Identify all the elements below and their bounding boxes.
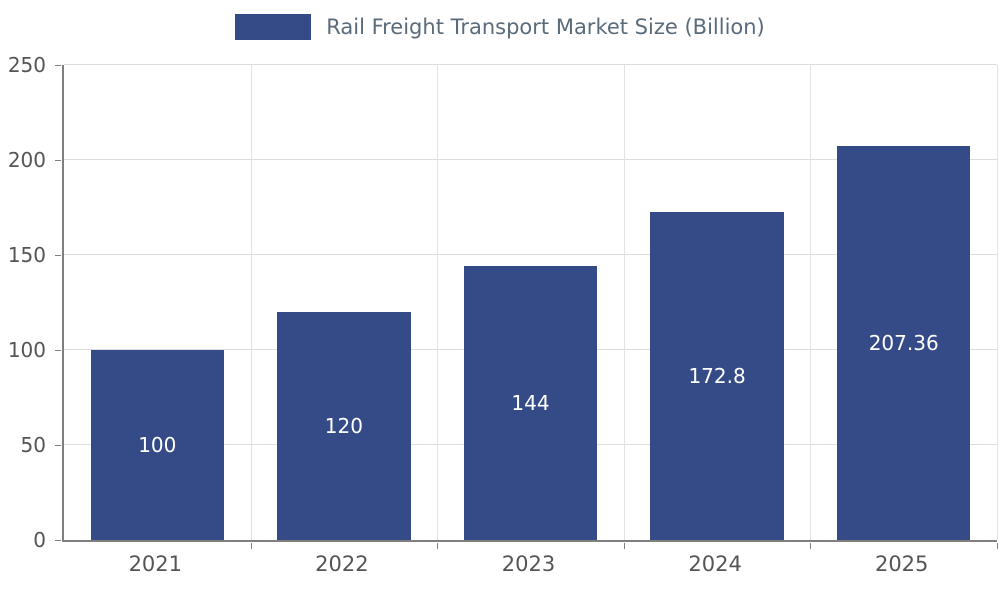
y-axis-tick-mark	[55, 160, 61, 161]
gridline-vertical	[437, 65, 439, 540]
bar-value-label: 172.8	[688, 363, 746, 388]
x-axis-tick-labels: 2021 2022 2023 2024 2025	[62, 552, 995, 586]
bar-2021: 100	[90, 350, 224, 540]
gridline-vertical	[250, 65, 252, 540]
plot-area: 100 120 144 172.8 207.36	[55, 64, 998, 549]
gridline-horizontal	[64, 159, 997, 160]
y-axis-tick-label: 50	[20, 433, 46, 457]
legend-swatch	[235, 14, 312, 40]
x-axis-tick-mark	[810, 543, 812, 549]
bar-2023: 144	[463, 266, 598, 540]
y-axis-tick-mark	[55, 445, 61, 446]
x-axis-tick-mark	[997, 543, 998, 549]
bar-2025: 207.36	[836, 146, 971, 540]
y-axis-tick-mark	[55, 540, 61, 541]
gridline-vertical	[810, 65, 812, 540]
gridline-vertical	[623, 65, 625, 540]
bar-value-label: 100	[138, 433, 177, 457]
x-axis-tick-mark	[250, 543, 252, 549]
y-axis-tick-label: 100	[7, 338, 46, 362]
y-axis-tick-label: 200	[7, 148, 46, 172]
x-axis-tick-mark	[623, 543, 625, 549]
gridline-horizontal	[64, 64, 997, 65]
y-axis-tick-mark	[55, 65, 61, 66]
legend-label: Rail Freight Transport Market Size (Bill…	[326, 15, 765, 39]
bar-value-label: 144	[511, 391, 550, 416]
y-axis-tick-labels: 0 50 100 150 200 250	[0, 53, 52, 552]
x-axis-tick-label: 2025	[874, 552, 929, 576]
y-axis-tick-label: 250	[7, 53, 46, 77]
bar-value-label: 120	[324, 414, 363, 438]
y-axis-tick-mark	[55, 350, 61, 351]
y-axis-tick-mark	[55, 255, 61, 256]
chart-legend: Rail Freight Transport Market Size (Bill…	[0, 14, 1000, 40]
gridline-horizontal	[64, 254, 997, 255]
x-axis-tick-mark	[437, 543, 439, 549]
bar-value-label: 207.36	[868, 331, 939, 356]
y-axis-tick-label: 150	[7, 243, 46, 267]
x-axis-tick-label: 2021	[128, 552, 183, 576]
x-axis-tick-label: 2024	[688, 552, 742, 576]
x-axis-tick-label: 2023	[501, 552, 556, 576]
bar-2022: 120	[277, 312, 411, 540]
y-axis-tick-label: 0	[33, 528, 46, 552]
x-axis-tick-label: 2022	[315, 552, 369, 576]
bar-2024: 172.8	[650, 211, 784, 540]
gridline-vertical	[997, 65, 998, 540]
